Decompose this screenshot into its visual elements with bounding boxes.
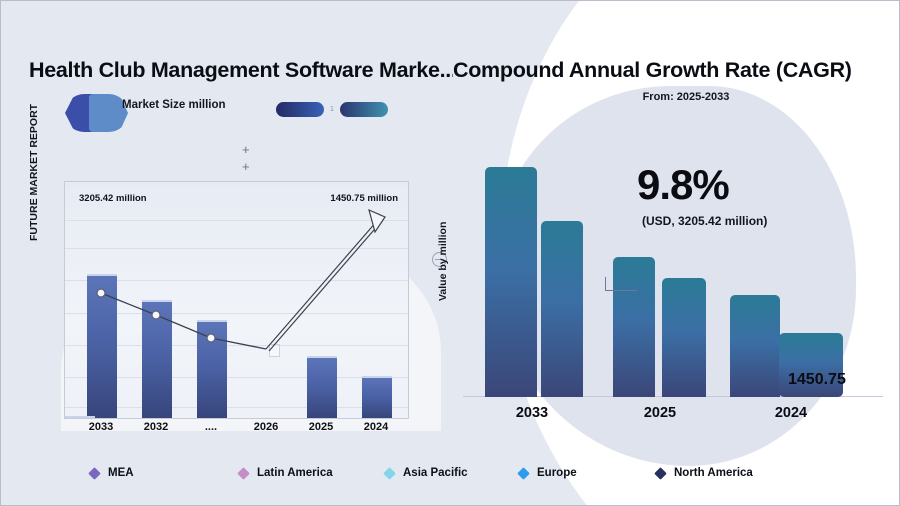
legend-item-north-america[interactable]: North America bbox=[654, 466, 753, 480]
plus-icon[interactable]: + bbox=[242, 142, 250, 157]
legend-item-latin-america[interactable]: Latin America bbox=[237, 466, 333, 480]
bar-2024 bbox=[362, 376, 392, 418]
x-label: 2026 bbox=[253, 421, 279, 433]
series-pill-secondary bbox=[339, 102, 388, 117]
bar-2026 bbox=[65, 416, 95, 418]
trend-arrow-up bbox=[265, 208, 386, 352]
connector-bracket bbox=[605, 277, 637, 291]
right-bar-2025-primary bbox=[613, 257, 655, 397]
page-title-left: Health Club Management Software Marke... bbox=[29, 57, 453, 82]
gridline bbox=[65, 407, 408, 408]
gridline bbox=[65, 220, 408, 221]
right-chart-y-axis-title: Value by million bbox=[437, 221, 449, 301]
x-label: .... bbox=[204, 421, 218, 433]
legend-diamond-icon bbox=[383, 466, 396, 480]
subtitle-period: From: 2025-2033 bbox=[642, 91, 730, 103]
left-chart-x-labels: 2033 2032 .... 2026 2025 2024 bbox=[64, 421, 409, 441]
legend-item-europe[interactable]: Europe bbox=[517, 466, 577, 480]
legend-label: MEA bbox=[108, 467, 134, 479]
legend-diamond-icon bbox=[237, 466, 250, 480]
x-label: 2024 bbox=[774, 405, 808, 421]
plus-icon[interactable]: + bbox=[242, 159, 250, 174]
legend-label: North America bbox=[674, 467, 753, 479]
right-bar-2024-secondary bbox=[779, 333, 843, 397]
right-chart-x-labels: 2033 2025 2024 bbox=[463, 405, 883, 427]
legend-label: Europe bbox=[537, 467, 577, 479]
hexagon-logo bbox=[65, 94, 128, 132]
left-chart-plot-area: 3205.42 million 1450.75 million bbox=[64, 181, 409, 419]
trend-marker bbox=[151, 310, 161, 320]
title-row: Health Club Management Software Marke...… bbox=[1, 53, 899, 87]
gridline bbox=[65, 280, 408, 281]
right-bar-2024-primary bbox=[730, 295, 780, 397]
gridline bbox=[65, 313, 408, 314]
series-pill-group: 1 bbox=[276, 102, 388, 117]
gridline bbox=[65, 248, 408, 249]
series-pill-separator: 1 bbox=[330, 106, 334, 113]
right-chart-plot-area bbox=[463, 151, 883, 423]
left-chart-annotation-end: 1450.75 million bbox=[330, 193, 398, 204]
right-bar-2033-secondary bbox=[541, 221, 583, 397]
x-label: 2024 bbox=[363, 421, 389, 433]
x-label: 2025 bbox=[308, 421, 334, 433]
circle-minus-icon[interactable] bbox=[432, 252, 447, 267]
x-label: 2032 bbox=[143, 421, 169, 433]
logo-lobe-right bbox=[89, 94, 128, 132]
series-pill-primary bbox=[276, 102, 324, 117]
x-label: 2025 bbox=[643, 405, 677, 421]
legend-label: Latin America bbox=[257, 467, 333, 479]
trend-line-declining bbox=[100, 292, 267, 350]
legend-diamond-icon bbox=[517, 466, 530, 480]
legend-item-mea[interactable]: MEA bbox=[88, 466, 134, 480]
right-bar-2033-primary bbox=[485, 167, 537, 397]
region-legend: MEA Latin America Asia Pacific Europe No… bbox=[1, 466, 899, 487]
value-callout-2024: 1450.75 bbox=[788, 371, 846, 388]
right-bar-2025-secondary bbox=[662, 278, 706, 397]
left-chart-annotation-start: 3205.42 million bbox=[79, 193, 147, 204]
legend-diamond-icon bbox=[654, 466, 667, 480]
gridline bbox=[65, 377, 408, 378]
cagr-value: 9.8% bbox=[637, 161, 730, 208]
trend-marker bbox=[96, 288, 106, 298]
left-chart-trend-overlay bbox=[96, 208, 386, 352]
legend-label: Asia Pacific bbox=[403, 467, 468, 479]
left-chart-y-axis-title: FUTURE MARKET REPORT bbox=[28, 103, 40, 241]
market-size-label: Market Size million bbox=[122, 99, 226, 111]
legend-diamond-icon bbox=[88, 466, 101, 480]
cagr-subtext: (USD, 3205.42 million) bbox=[642, 214, 768, 228]
plus-icon-group[interactable]: + + bbox=[242, 141, 250, 175]
bar-2025 bbox=[307, 356, 337, 418]
x-label: 2033 bbox=[515, 405, 549, 421]
page-title-right: Compound Annual Growth Rate (CAGR) bbox=[453, 57, 852, 82]
x-label: 2033 bbox=[88, 421, 114, 433]
gridline bbox=[65, 345, 408, 346]
legend-item-asia-pacific[interactable]: Asia Pacific bbox=[383, 466, 468, 480]
trend-marker bbox=[206, 333, 216, 343]
